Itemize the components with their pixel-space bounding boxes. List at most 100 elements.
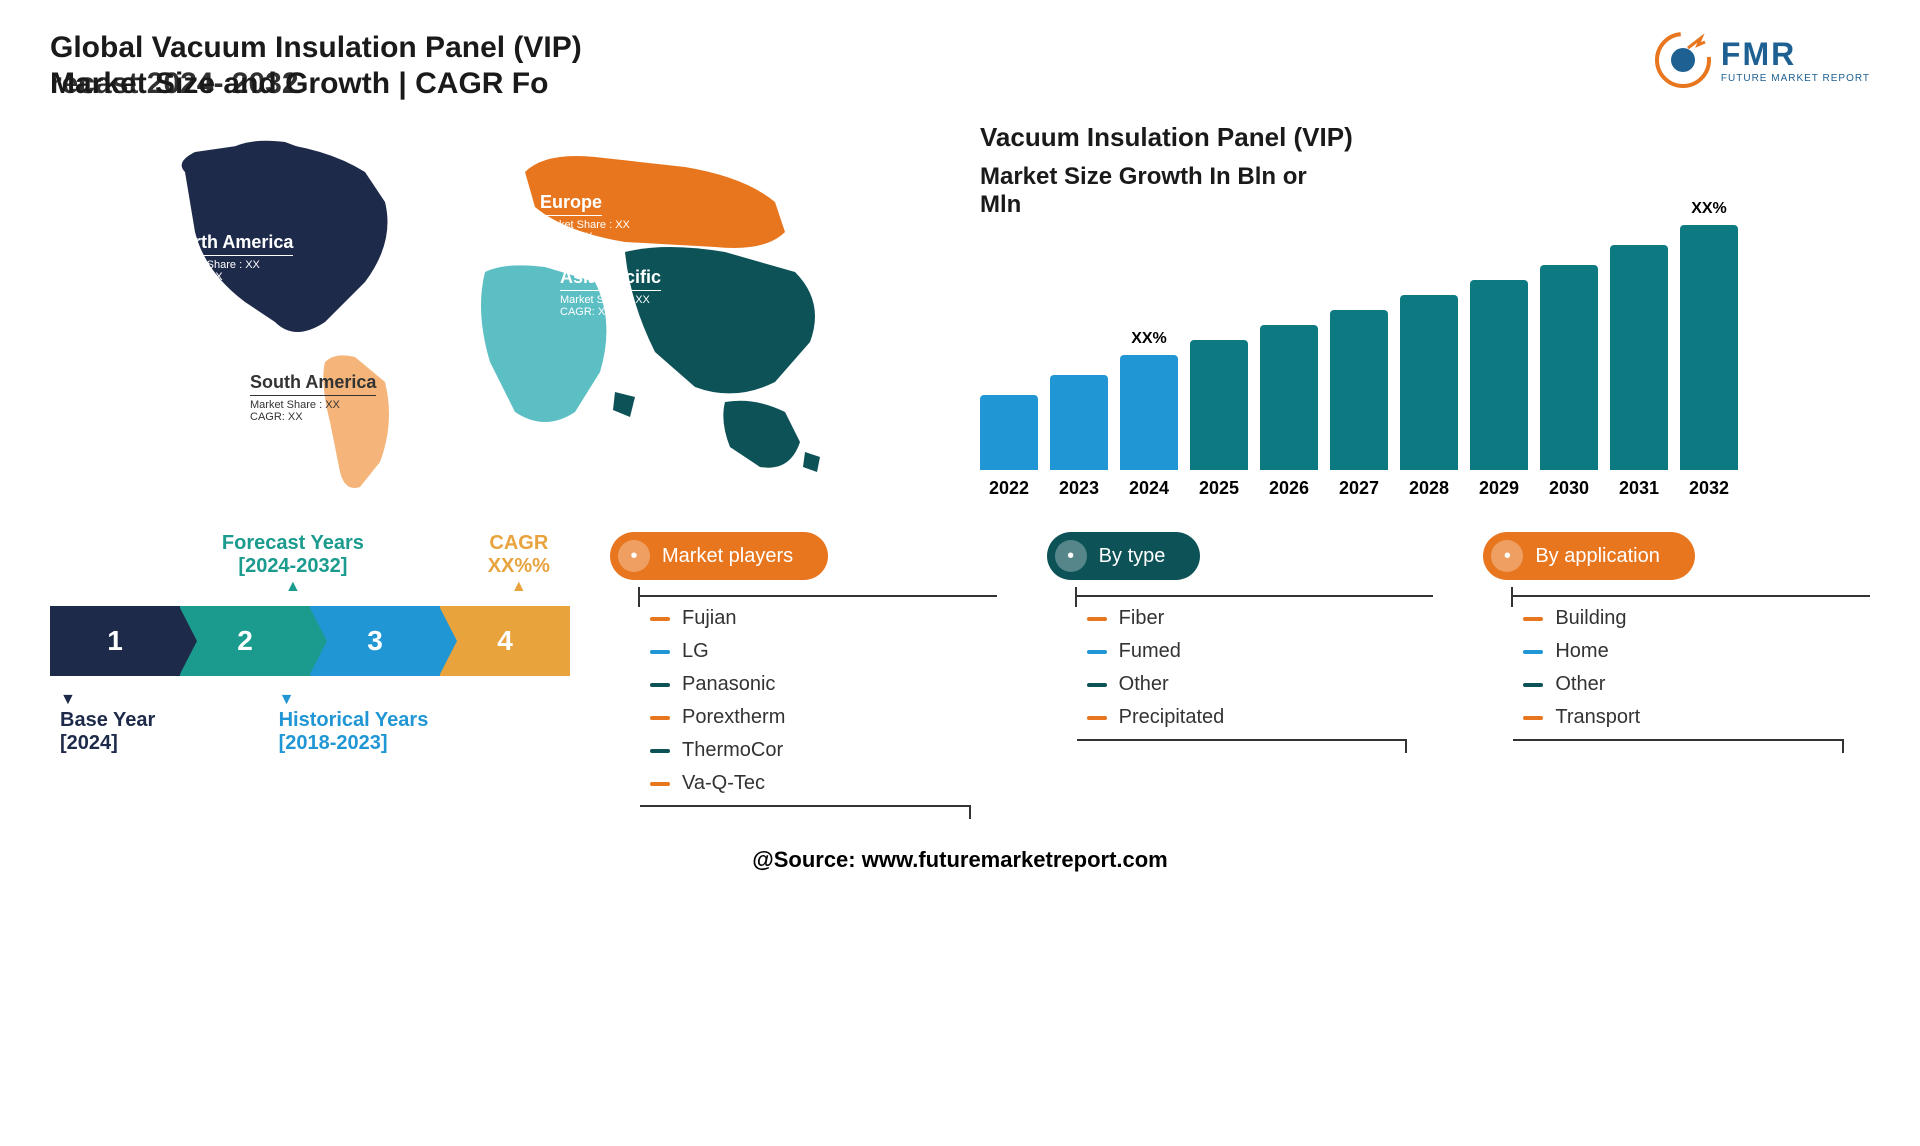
source-attribution: @Source: www.futuremarketreport.com (50, 847, 1870, 873)
bar (1190, 340, 1248, 470)
category-by-application: •By applicationBuildingHomeOtherTranspor… (1483, 532, 1870, 807)
dash-icon (1523, 650, 1543, 654)
divider (640, 805, 969, 807)
base-year-label: ▼ Base Year [2024] (60, 691, 155, 755)
dash-icon (650, 650, 670, 654)
region-cagr: CAGR: XX (560, 306, 661, 318)
item-text: Va-Q-Tec (682, 772, 765, 795)
region-cagr: CAGR: XX (390, 356, 480, 368)
bar-top-label: XX% (1691, 200, 1727, 218)
historical-years-label: ▼ Historical Years [2018-2023] (279, 691, 429, 755)
bar-2028: 2028 (1400, 295, 1458, 499)
bar (1400, 295, 1458, 470)
categories-row: • Market players Fujian LG Panasonic Porexthe… (610, 532, 1870, 807)
bar-year-label: 2028 (1409, 478, 1449, 499)
map-svg (50, 122, 940, 502)
title-line1: Global Vacuum Insulation Panel (VIP) (50, 30, 582, 66)
list-item: Porextherm (650, 701, 997, 734)
category-title: By type (1099, 545, 1166, 568)
title-block: Global Vacuum Insulation Panel (VIP) rec… (50, 30, 582, 102)
bar-2022: 2022 (980, 395, 1038, 499)
bar-year-label: 2027 (1339, 478, 1379, 499)
item-text: Fiber (1119, 607, 1165, 630)
bar (1330, 310, 1388, 470)
bar-2026: 2026 (1260, 325, 1318, 499)
title-overlay: recast 2024- 2032 (50, 66, 299, 102)
category-market-players: •Market playersFujianLGPanasonicPorexthe… (610, 532, 997, 807)
item-text: Transport (1555, 706, 1640, 729)
bar (1610, 245, 1668, 470)
bar-2032: XX%2032 (1680, 225, 1738, 499)
bar-2023: 2023 (1050, 375, 1108, 499)
list-item: Precipitated (1087, 701, 1434, 734)
step-1: 1 (50, 606, 180, 676)
category-list: Fiber Fumed Other Precipitated (1047, 602, 1434, 734)
bullet-icon: • (1491, 540, 1523, 572)
dash-icon (1523, 683, 1543, 687)
world-map: North AmericaMarket Share : XXCAGR: XXSo… (50, 122, 940, 502)
bar-year-label: 2030 (1549, 478, 1589, 499)
item-text: Panasonic (682, 673, 775, 696)
list-item: ThermoCor (650, 734, 997, 767)
list-item: Fumed (1087, 635, 1434, 668)
category-header: • By application (1483, 532, 1695, 580)
bar-year-label: 2026 (1269, 478, 1309, 499)
bar-2025: 2025 (1190, 340, 1248, 499)
triangle-down-icon: ▼ (279, 691, 429, 709)
dash-icon (1523, 716, 1543, 720)
divider (1513, 595, 1870, 597)
bar (1260, 325, 1318, 470)
chart-subtitle: Market Size Growth In Bln or Mln (980, 163, 1330, 219)
list-item: Fiber (1087, 602, 1434, 635)
category-title: Market players (662, 545, 793, 568)
region-share: Market Share : XX (250, 399, 376, 411)
chart-title: Vacuum Insulation Panel (VIP) (980, 122, 1870, 153)
region-cagr: CAGR: XX (170, 271, 293, 283)
category-list: BuildingHomeOtherTransport (1483, 602, 1870, 734)
dash-icon (1087, 650, 1107, 654)
cagr-label: CAGR XX%% ▲ (488, 532, 550, 596)
bar-2024: XX%2024 (1120, 355, 1178, 499)
dash-icon (650, 749, 670, 753)
region-label-south-america: South AmericaMarket Share : XXCAGR: XX (250, 372, 376, 423)
region-name: MEA (390, 317, 430, 341)
fmr-logo: FMR FUTURE MARKET REPORT (1653, 30, 1870, 90)
bar-top-label: XX% (1131, 330, 1167, 348)
bar-year-label: 2031 (1619, 478, 1659, 499)
region-cagr: CAGR: XX (250, 411, 376, 423)
divider (1077, 739, 1406, 741)
list-item: Panasonic (650, 668, 997, 701)
bar (980, 395, 1038, 470)
divider (1513, 739, 1842, 741)
category-by-type: •By typeFiberFumedOtherPrecipitated (1047, 532, 1434, 807)
logo-sub-text: FUTURE MARKET REPORT (1721, 73, 1870, 84)
region-share: Market Share : XX (540, 219, 630, 231)
region-name: Europe (540, 192, 602, 216)
step-4: 4 (440, 606, 570, 676)
item-text: Precipitated (1119, 706, 1225, 729)
bar-2030: 2030 (1540, 265, 1598, 499)
bar-year-label: 2029 (1479, 478, 1519, 499)
region-name: North America (170, 232, 293, 256)
bottom-row: Forecast Years [2024-2032] ▲ CAGR XX%% ▲… (50, 532, 1870, 807)
list-item: Other (1523, 668, 1870, 701)
item-text: Other (1119, 673, 1169, 696)
region-label-europe: EuropeMarket Share : XXCAGR: XX (540, 192, 630, 243)
triangle-down-icon: ▼ (60, 691, 155, 709)
dash-icon (1087, 683, 1107, 687)
region-label-mea: MEAMarket Share : XXCAGR: XX (390, 317, 480, 368)
bar (1050, 375, 1108, 470)
bar: XX% (1680, 225, 1738, 470)
dash-icon (1087, 617, 1107, 621)
region-share: Market Share : XX (560, 294, 661, 306)
bar-year-label: 2025 (1199, 478, 1239, 499)
region-label-asia-pacific: Asia PacificMarket Share : XXCAGR: XX (560, 267, 661, 318)
dash-icon (1087, 716, 1107, 720)
list-item: Va-Q-Tec (650, 767, 997, 800)
list-item: LG (650, 635, 997, 668)
list-item: Fujian (650, 602, 997, 635)
item-text: LG (682, 640, 709, 663)
category-title: By application (1535, 545, 1660, 568)
dash-icon (650, 716, 670, 720)
header: Global Vacuum Insulation Panel (VIP) rec… (50, 30, 1870, 102)
